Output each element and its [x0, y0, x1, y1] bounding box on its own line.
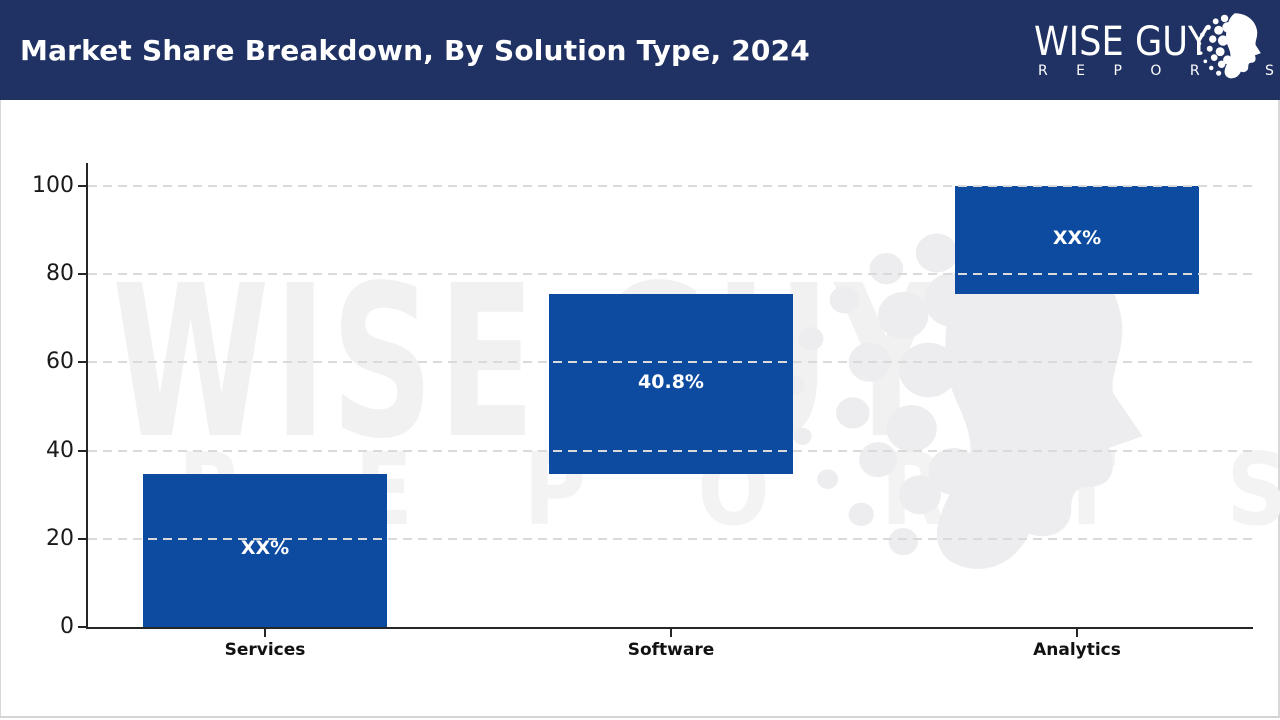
chart-title: Market Share Breakdown, By Solution Type… — [20, 33, 810, 67]
frame-left-edge — [0, 100, 1, 718]
bar-services — [143, 473, 387, 627]
frame-right-edge — [1278, 100, 1280, 718]
gridline-100 — [88, 185, 1253, 187]
gridline-40 — [88, 449, 1253, 452]
y-tick-label-60: 60 — [46, 349, 74, 375]
gridline-80 — [88, 273, 1253, 276]
x-category-label-software: Software — [627, 640, 715, 660]
bar-value-label-services: XX% — [240, 537, 290, 560]
y-tick-label-20: 20 — [46, 525, 74, 551]
frame-bottom-edge — [0, 716, 1280, 718]
y-tick-mark-60 — [78, 361, 86, 364]
wiseguy-logo: WISE GUY R E P O R T S — [1026, 6, 1274, 96]
bar-value-label-analytics: XX% — [1052, 226, 1102, 249]
y-axis-line — [86, 163, 88, 629]
y-tick-mark-80 — [78, 273, 86, 276]
y-tick-label-0: 0 — [60, 614, 74, 639]
logo-face-icon — [1197, 13, 1261, 79]
x-tick-mark-analytics — [1076, 629, 1078, 637]
logo-wordmark: WISE GUY — [1034, 19, 1210, 65]
x-tick-mark-software — [670, 629, 672, 637]
x-axis-line — [86, 627, 1253, 629]
x-category-label-analytics: Analytics — [1033, 640, 1121, 660]
y-tick-label-80: 80 — [46, 261, 74, 287]
y-tick-label-40: 40 — [46, 437, 74, 463]
gridline-20 — [88, 537, 1253, 540]
plot-area: 0 20 40 60 80 100 XX% Services 40.8% Software XX% A… — [0, 100, 1280, 720]
x-category-label-services: Services — [224, 640, 306, 660]
bar-software — [549, 293, 793, 474]
x-tick-mark-services — [264, 629, 266, 637]
logo-subtitle: R E P O R T S — [1038, 63, 1280, 79]
gridline-60 — [88, 361, 1253, 364]
bar-value-label-software: 40.8% — [638, 370, 704, 393]
y-tick-mark-0 — [78, 626, 86, 628]
header-bar: Market Share Breakdown, By Solution Type… — [0, 0, 1280, 100]
y-tick-mark-100 — [78, 185, 86, 187]
y-tick-mark-40 — [78, 449, 86, 452]
y-tick-mark-20 — [78, 537, 86, 540]
y-tick-label-100: 100 — [32, 173, 74, 198]
